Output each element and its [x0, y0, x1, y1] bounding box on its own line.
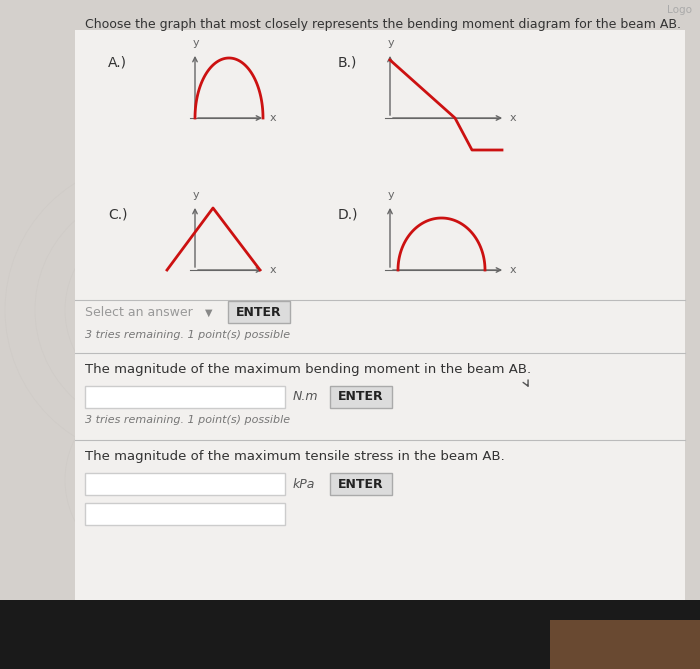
Text: x: x: [270, 265, 276, 275]
Text: ENTER: ENTER: [338, 391, 384, 403]
Text: y: y: [388, 190, 394, 200]
Text: y: y: [193, 38, 200, 48]
Text: y: y: [388, 38, 394, 48]
Text: The magnitude of the maximum bending moment in the beam AB.: The magnitude of the maximum bending mom…: [85, 363, 531, 376]
Text: x: x: [510, 113, 517, 123]
Text: y: y: [193, 190, 200, 200]
FancyBboxPatch shape: [330, 473, 392, 495]
Text: x: x: [270, 113, 276, 123]
Text: N.m: N.m: [293, 391, 319, 403]
Text: 3 tries remaining. 1 point(s) possible: 3 tries remaining. 1 point(s) possible: [85, 330, 290, 340]
Text: A.): A.): [108, 55, 127, 69]
Text: The magnitude of the maximum tensile stress in the beam AB.: The magnitude of the maximum tensile str…: [85, 450, 505, 463]
FancyBboxPatch shape: [85, 473, 285, 495]
Text: ▼: ▼: [205, 308, 213, 318]
Text: x: x: [510, 265, 517, 275]
Text: kPa: kPa: [293, 478, 316, 490]
Bar: [550, 620, 700, 669]
Bar: [0, 600, 700, 669]
Text: 3 tries remaining. 1 point(s) possible: 3 tries remaining. 1 point(s) possible: [85, 415, 290, 425]
Text: Logo: Logo: [667, 5, 692, 15]
FancyBboxPatch shape: [85, 503, 285, 525]
Text: D.): D.): [338, 208, 358, 222]
FancyBboxPatch shape: [85, 386, 285, 408]
FancyBboxPatch shape: [330, 386, 392, 408]
Text: B.): B.): [338, 55, 358, 69]
Text: Select an answer: Select an answer: [85, 306, 192, 318]
FancyBboxPatch shape: [228, 301, 290, 323]
Text: ENTER: ENTER: [338, 478, 384, 490]
Text: Choose the graph that most closely represents the bending moment diagram for the: Choose the graph that most closely repre…: [85, 18, 681, 31]
Text: ENTER: ENTER: [236, 306, 282, 318]
Bar: [75, 30, 685, 640]
Text: C.): C.): [108, 208, 127, 222]
